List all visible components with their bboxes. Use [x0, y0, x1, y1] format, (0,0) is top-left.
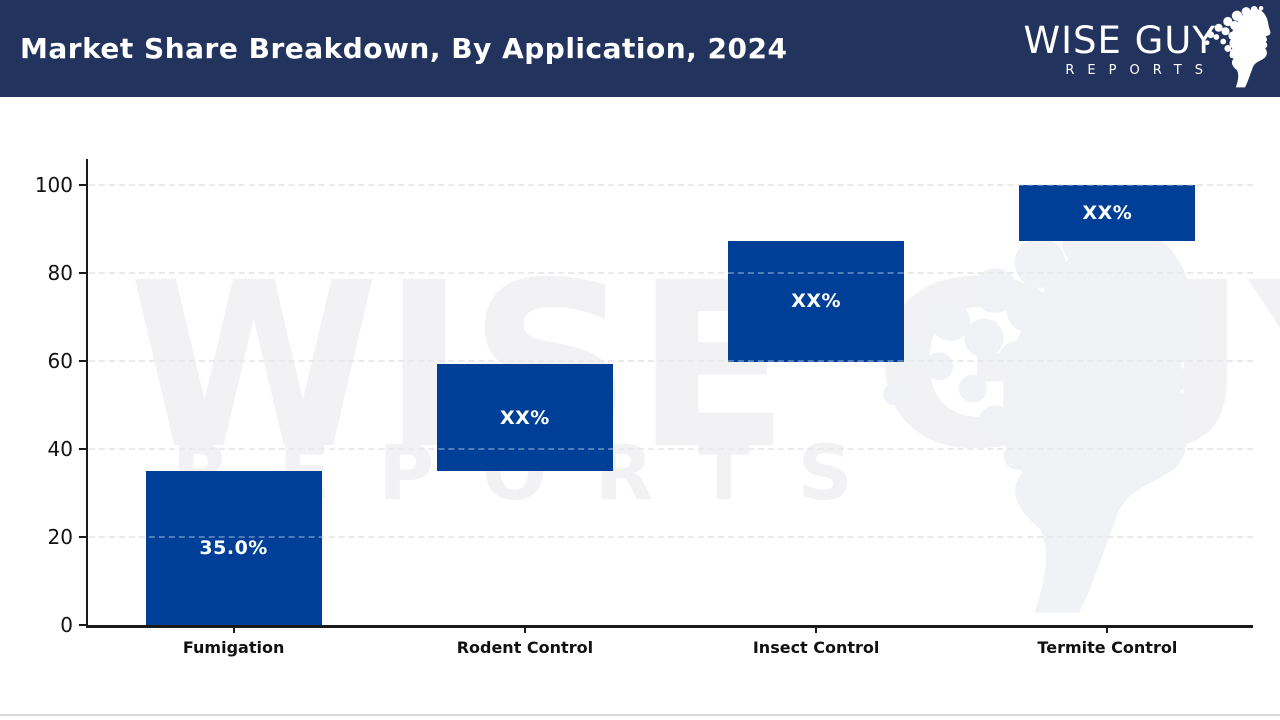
face-profile-icon	[1204, 6, 1271, 88]
y-tick-label: 0	[60, 613, 73, 637]
y-tick-label: 60	[47, 349, 73, 374]
logo-text: WISE GUY REPORTS	[1024, 22, 1216, 77]
bar-termite-control: XX%	[1019, 185, 1196, 241]
logo-wordmark: WISE GUY	[1023, 18, 1216, 62]
y-tick-label: 40	[47, 437, 73, 462]
y-tick	[79, 624, 88, 626]
bar-fumigation: 35.0%	[145, 471, 322, 625]
page-title: Market Share Breakdown, By Application, …	[20, 32, 788, 65]
bar-rodent-control: XX%	[436, 364, 613, 472]
x-tick	[815, 626, 818, 633]
gridline-highlight	[89, 360, 1253, 363]
y-tick-label: 80	[47, 261, 73, 286]
bar-value-label: XX%	[499, 406, 550, 429]
y-tick	[79, 448, 88, 451]
x-tick-label: Insect Control	[752, 638, 880, 657]
wise-guy-reports-logo: WISE GUY REPORTS	[1024, 6, 1272, 92]
x-tick-label: Termite Control	[1037, 638, 1178, 657]
bar-value-label: XX%	[1082, 202, 1133, 225]
gridline-highlight	[89, 448, 1253, 451]
gridline	[89, 536, 1253, 539]
gridline	[89, 360, 1253, 363]
bar-insect-control: XX%	[728, 240, 905, 363]
y-tick-label: 20	[47, 525, 73, 550]
x-tick	[1106, 626, 1109, 633]
x-tick	[523, 626, 526, 633]
gridline-highlight	[89, 272, 1253, 275]
header: Market Share Breakdown, By Application, …	[0, 0, 1280, 97]
x-axis-line	[86, 625, 1253, 628]
gridline-highlight	[89, 184, 1253, 187]
bar-value-label: XX%	[791, 290, 842, 313]
y-tick	[79, 536, 88, 539]
x-tick	[232, 626, 235, 633]
y-axis-line	[86, 159, 88, 627]
y-tick	[79, 360, 88, 363]
y-tick	[79, 272, 88, 275]
gridline	[89, 184, 1253, 187]
bar-value-label: 35.0%	[199, 537, 268, 560]
x-tick-label: Fumigation	[182, 638, 285, 657]
bottom-divider	[0, 714, 1280, 716]
x-tick-label: Rodent Control	[456, 638, 594, 657]
gridline	[89, 272, 1253, 275]
y-tick	[79, 184, 88, 187]
y-tick-label: 100	[34, 173, 73, 198]
logo-subtitle: REPORTS	[1065, 62, 1216, 78]
gridline-highlight	[89, 536, 1253, 539]
gridline	[89, 448, 1253, 451]
